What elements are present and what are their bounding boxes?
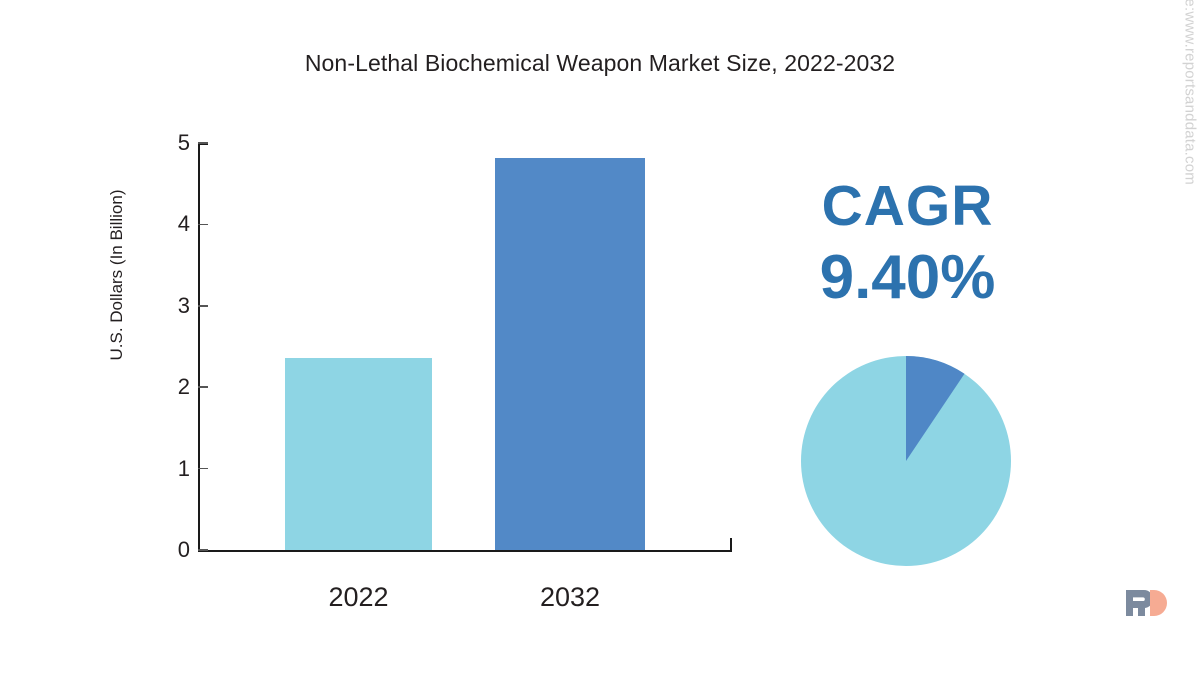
y-tick-mark [198,467,208,470]
x-axis-label-2022: 2022 [328,582,389,612]
y-tick-mark [198,305,208,307]
y-tick-label: 2 [177,374,190,400]
logo-svg [1126,590,1167,616]
y-tick-label: 4 [177,211,190,237]
cagr-value: 9.40% [819,243,996,312]
y-tick-mark [198,223,208,226]
pie-slice-cagr [906,356,965,461]
cagr-label: CAGR [821,174,994,238]
page-title: Non-Lethal Biochemical Weapon Market Siz… [304,50,896,76]
logo-letter-d [1150,590,1167,616]
logo-letter-r [1126,590,1153,616]
y-axis-line [198,143,200,552]
y-axis-top-cap [198,143,208,145]
y-tick-label: 3 [177,292,190,318]
x-axis-label-2032: 2032 [539,582,601,612]
cagr-callout: CAGR 9.40% [770,178,1045,309]
y-tick-label: 1 [177,455,190,481]
pie-chart-svg [801,356,1011,566]
bar-2022 [285,357,432,550]
y-tick-label: 5 [177,130,190,155]
x-axis-line [198,550,732,552]
source-watermark: source:www.reportsanddata.com [1181,0,1198,185]
reports-and-data-logo [1124,586,1180,620]
y-tick-mark [198,549,208,551]
x-axis-end-cap [730,538,732,551]
bar-2032 [495,157,645,550]
pie-chart [800,355,1012,567]
y-axis-title: U.S. Dollars (In Billion) [107,189,126,361]
y-tick-mark [198,142,208,144]
bar-chart: U.S. Dollars (In Billion) 0 1 2 3 4 5 2022 203… [107,130,732,612]
y-tick-label: 0 [177,537,190,562]
y-tick-mark [198,386,208,388]
